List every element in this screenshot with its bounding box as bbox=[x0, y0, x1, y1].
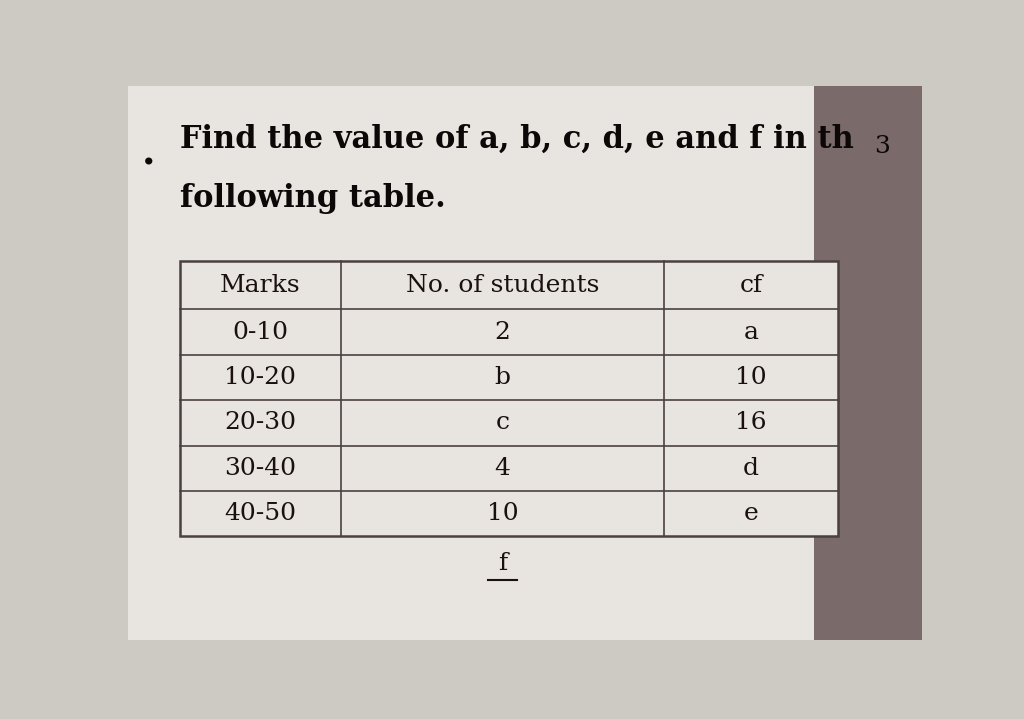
Text: a: a bbox=[743, 321, 759, 344]
Text: 2: 2 bbox=[495, 321, 510, 344]
Text: f: f bbox=[498, 552, 507, 575]
Text: e: e bbox=[743, 502, 759, 525]
Text: 20-30: 20-30 bbox=[224, 411, 296, 434]
Text: .: . bbox=[142, 135, 156, 173]
Bar bbox=[179, 261, 839, 536]
Text: b: b bbox=[495, 366, 510, 389]
Text: 0-10: 0-10 bbox=[232, 321, 289, 344]
Text: 3: 3 bbox=[873, 135, 890, 158]
Text: 30-40: 30-40 bbox=[224, 457, 296, 480]
Text: 4: 4 bbox=[495, 457, 510, 480]
Text: 16: 16 bbox=[735, 411, 767, 434]
Bar bbox=[179, 261, 839, 536]
Text: d: d bbox=[743, 457, 759, 480]
Text: 10-20: 10-20 bbox=[224, 366, 296, 389]
Text: Marks: Marks bbox=[220, 273, 301, 296]
Text: c: c bbox=[496, 411, 509, 434]
Text: No. of students: No. of students bbox=[406, 273, 599, 296]
Text: 10: 10 bbox=[486, 502, 518, 525]
Bar bbox=[128, 86, 814, 640]
Text: Find the value of a, b, c, d, e and f in th: Find the value of a, b, c, d, e and f in… bbox=[179, 124, 853, 155]
Text: 10: 10 bbox=[735, 366, 767, 389]
Text: cf: cf bbox=[739, 273, 763, 296]
Text: 40-50: 40-50 bbox=[224, 502, 296, 525]
Bar bbox=[814, 86, 945, 640]
Text: following table.: following table. bbox=[179, 183, 445, 214]
